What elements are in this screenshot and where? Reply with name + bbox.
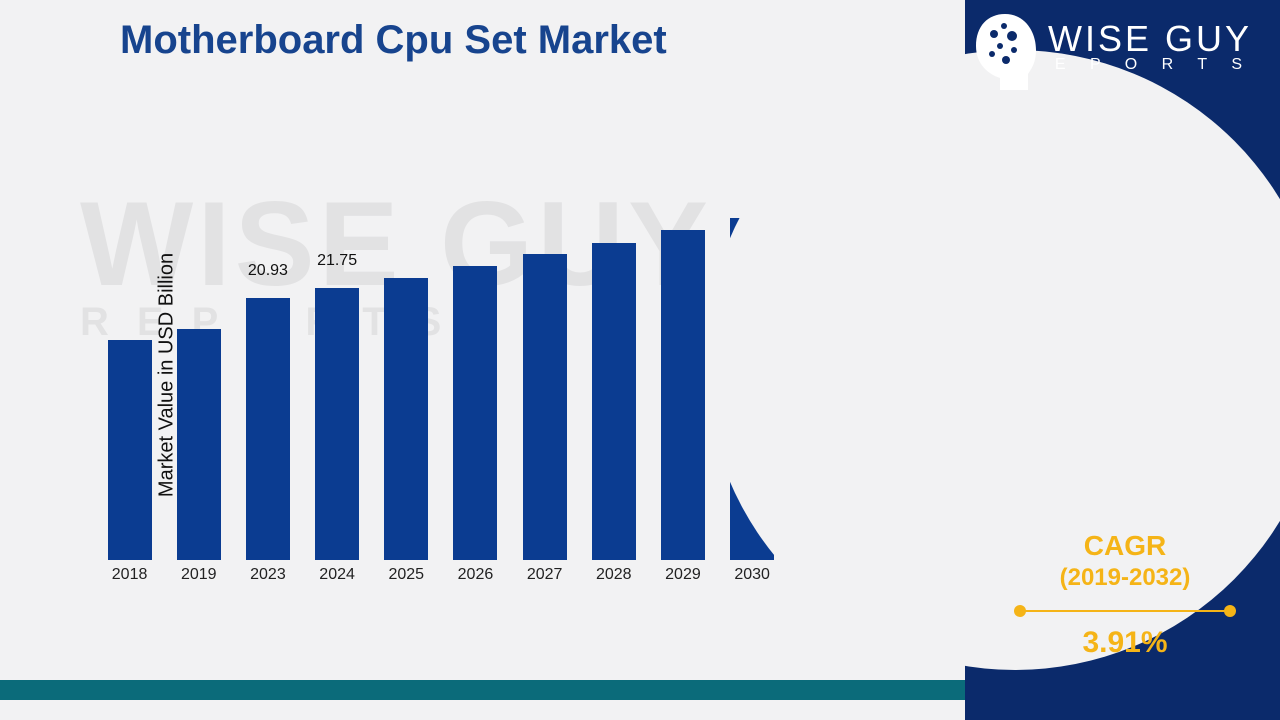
cagr-divider <box>1020 610 1230 612</box>
cagr-dot-right <box>1224 605 1236 617</box>
x-tick-label: 2025 <box>372 560 441 590</box>
bar-col <box>164 160 233 560</box>
brand-line2: R E P O R T S <box>1019 56 1252 74</box>
brand-line1: WISE GUY <box>1019 18 1252 60</box>
bar-col: 20.93 <box>233 160 302 560</box>
bar <box>177 329 221 560</box>
x-tick-label: 2027 <box>510 560 579 590</box>
x-tick-label: 2024 <box>303 560 372 590</box>
x-tick-label: 2026 <box>441 560 510 590</box>
bar <box>661 230 705 560</box>
bar <box>108 340 152 560</box>
x-tick-label: 2019 <box>164 560 233 590</box>
cagr-dot-left <box>1014 605 1026 617</box>
bar-value-label: 21.75 <box>317 252 357 270</box>
bottom-accent-bar <box>0 680 965 700</box>
bar <box>592 243 636 561</box>
infographic-stage: WISE GUY REPORTS Motherboard Cpu Set Mar… <box>0 0 1280 720</box>
cagr-box: CAGR (2019-2032) 3.91% <box>1010 530 1240 660</box>
x-tick-label: 2028 <box>579 560 648 590</box>
x-tick-label: 2023 <box>233 560 302 590</box>
x-tick-label: 2030 <box>718 560 787 590</box>
cagr-range: (2019-2032) <box>1010 564 1240 592</box>
cagr-label: CAGR <box>1010 530 1240 562</box>
chart-title: Motherboard Cpu Set Market <box>120 18 667 63</box>
bar <box>453 266 497 560</box>
bar <box>246 298 290 560</box>
bar-col <box>579 160 648 560</box>
brand-logo-text: WISE GUY R E P O R T S <box>1019 18 1252 74</box>
bar-col <box>95 160 164 560</box>
right-panel: WISE GUY R E P O R T S CAGR (2019-2032) … <box>965 0 1280 720</box>
bar-value-label: 20.93 <box>248 262 288 280</box>
x-tick-label: 2018 <box>95 560 164 590</box>
x-tick-label: 2029 <box>648 560 717 590</box>
bar-col <box>510 160 579 560</box>
bar <box>315 288 359 560</box>
bar-col: 21.75 <box>303 160 372 560</box>
cagr-value: 3.91% <box>1010 626 1240 660</box>
bar <box>523 254 567 560</box>
bar-col <box>441 160 510 560</box>
bar <box>384 278 428 561</box>
bar-col <box>372 160 441 560</box>
